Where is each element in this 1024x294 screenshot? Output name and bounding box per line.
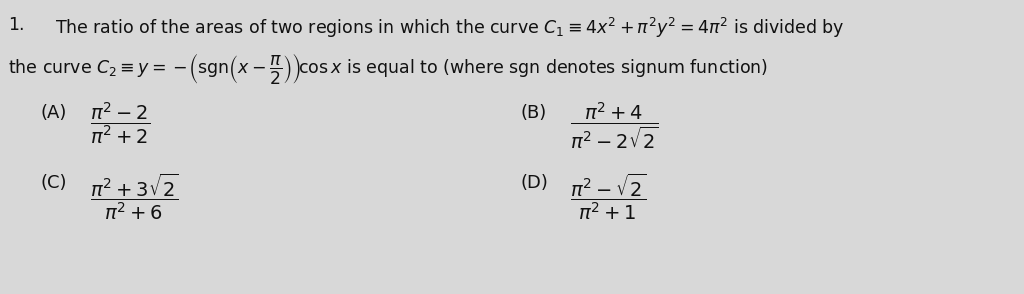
Text: (B): (B) xyxy=(520,104,546,122)
Text: 1.: 1. xyxy=(8,16,25,34)
Text: (D): (D) xyxy=(520,174,548,192)
Text: $\dfrac{\pi^2-2}{\pi^2+2}$: $\dfrac{\pi^2-2}{\pi^2+2}$ xyxy=(90,101,151,146)
Text: the curve $C_2 \equiv y = -\!\left(\mathrm{sgn}\left(x-\dfrac{\pi}{2}\right)\rig: the curve $C_2 \equiv y = -\!\left(\math… xyxy=(8,51,768,86)
Text: The ratio of the areas of two regions in which the curve $C_1 \equiv 4x^2+\pi^2y: The ratio of the areas of two regions in… xyxy=(55,16,845,40)
Text: (A): (A) xyxy=(40,104,67,122)
Text: $\dfrac{\pi^2-\sqrt{2}}{\pi^2+1}$: $\dfrac{\pi^2-\sqrt{2}}{\pi^2+1}$ xyxy=(570,171,646,222)
Text: $\dfrac{\pi^2+3\sqrt{2}}{\pi^2+6}$: $\dfrac{\pi^2+3\sqrt{2}}{\pi^2+6}$ xyxy=(90,171,179,222)
Text: $\dfrac{\pi^2+4}{\pi^2-2\sqrt{2}}$: $\dfrac{\pi^2+4}{\pi^2-2\sqrt{2}}$ xyxy=(570,101,659,152)
Text: (C): (C) xyxy=(40,174,67,192)
